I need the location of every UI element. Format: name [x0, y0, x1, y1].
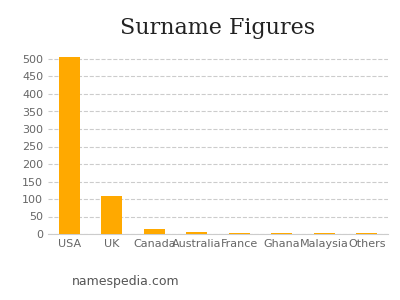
Text: namespedia.com: namespedia.com [72, 275, 180, 288]
Bar [229, 233, 250, 234]
Bar [101, 196, 122, 234]
Title: Surname Figures: Surname Figures [120, 17, 316, 39]
Bar [356, 233, 377, 234]
Bar [144, 229, 165, 234]
Bar [186, 232, 207, 234]
Bar [271, 233, 292, 234]
Bar [314, 233, 335, 234]
Bar [59, 57, 80, 234]
